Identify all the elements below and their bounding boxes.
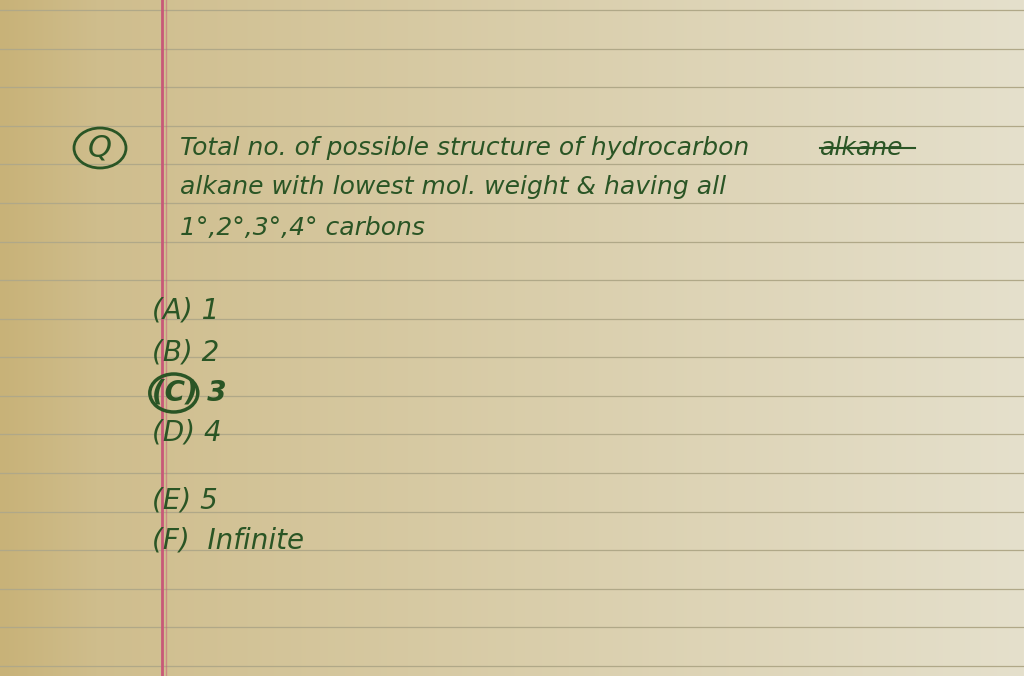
Text: (F)  Infinite: (F) Infinite [152,526,304,554]
Text: 1°,2°,3°,4° carbons: 1°,2°,3°,4° carbons [180,216,425,240]
Text: (C) 3: (C) 3 [152,379,226,407]
Text: (A) 1: (A) 1 [152,296,219,324]
Text: alkane: alkane [820,136,903,160]
Text: (B) 2: (B) 2 [152,338,219,366]
Text: Q: Q [88,133,112,162]
Text: (D) 4: (D) 4 [152,418,221,446]
Text: Total no. of possible structure of hydrocarbon: Total no. of possible structure of hydro… [180,136,757,160]
Text: alkane with lowest mol. weight & having all: alkane with lowest mol. weight & having … [180,175,726,199]
Text: (E) 5: (E) 5 [152,486,217,514]
